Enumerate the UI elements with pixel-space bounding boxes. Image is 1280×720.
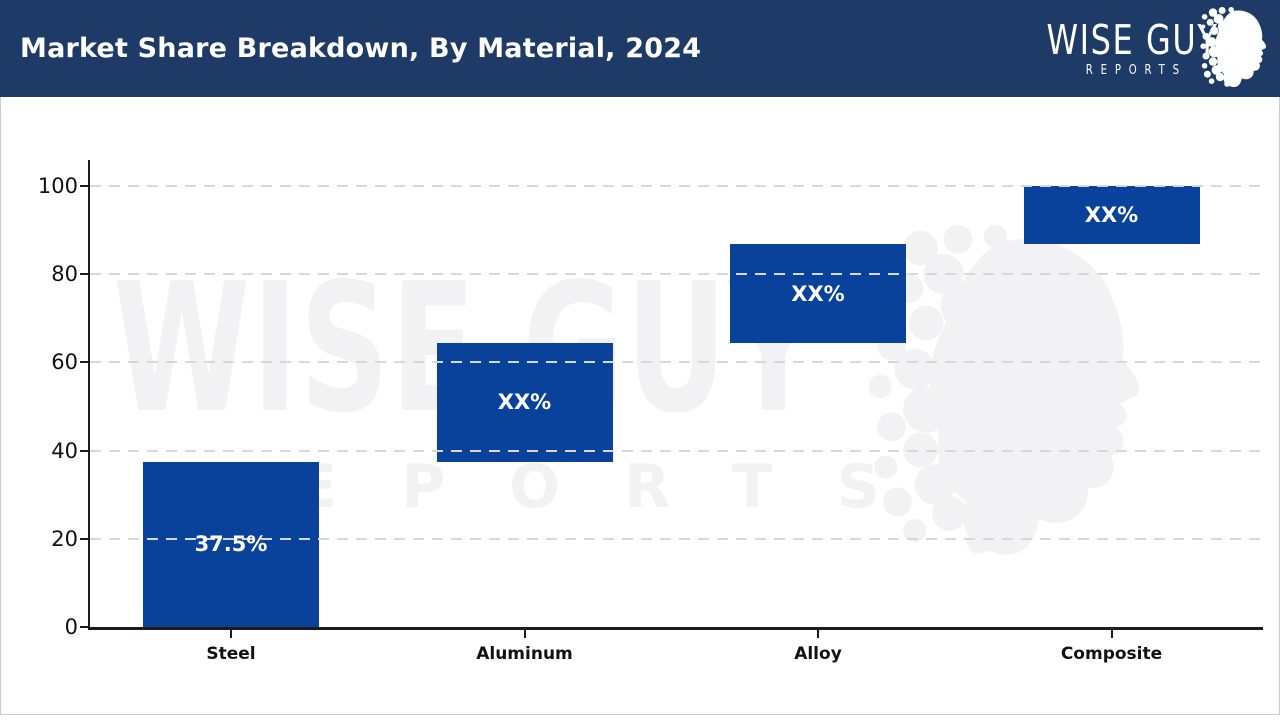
y-tick-mark [80, 273, 88, 276]
wiseguy-logo: WISE GUY REPORTS [998, 0, 1270, 97]
y-tick-label: 100 [37, 174, 78, 198]
y-tick-label: 80 [51, 262, 78, 287]
x-tick-mark [230, 630, 232, 638]
x-axis-line [88, 627, 1263, 630]
y-tick-mark [80, 537, 88, 540]
bar-value-label: XX% [791, 281, 845, 306]
logo-wiseguy-text: WISE GUY [1046, 15, 1218, 64]
x-tick-mark [1110, 630, 1113, 638]
x-category-label: Aluminum [476, 644, 573, 664]
gridline [90, 273, 1263, 276]
gridline [90, 537, 1263, 540]
x-category-label: Steel [206, 644, 256, 664]
gridline [90, 361, 1263, 364]
logo-reports-text: REPORTS [1085, 62, 1187, 78]
bar-composite [1023, 186, 1200, 245]
report-header: Market Share Breakdown, By Material, 202… [0, 0, 1280, 97]
bar-value-label: XX% [1084, 203, 1139, 228]
y-tick-label: 20 [51, 526, 78, 551]
y-axis-line [88, 160, 90, 630]
y-tick-label: 0 [64, 615, 78, 639]
x-tick-mark [817, 630, 819, 638]
gridline [90, 185, 1263, 187]
bar-alloy [730, 244, 906, 343]
x-category-label: Composite [1060, 644, 1163, 664]
bar-steel [143, 461, 319, 627]
gridline [90, 449, 1263, 452]
y-tick-mark [80, 185, 88, 187]
x-tick-mark [523, 630, 526, 638]
logo-text-block: WISE GUY REPORTS [1046, 15, 1218, 78]
y-tick-mark [80, 626, 88, 628]
chart-title: Market Share Breakdown, By Material, 202… [20, 33, 702, 64]
bar-value-label: XX% [497, 390, 552, 415]
y-tick-label: 60 [51, 350, 78, 375]
bar-value-label: 37.5% [194, 532, 268, 557]
chart-area: WISE GUY REPORTS 0 20 40 60 80 100 37.5% Steel X… [0, 97, 1280, 715]
y-tick-mark [80, 361, 88, 364]
x-category-label: Alloy [794, 644, 842, 664]
y-tick-label: 40 [51, 438, 78, 463]
y-tick-mark [80, 449, 88, 452]
